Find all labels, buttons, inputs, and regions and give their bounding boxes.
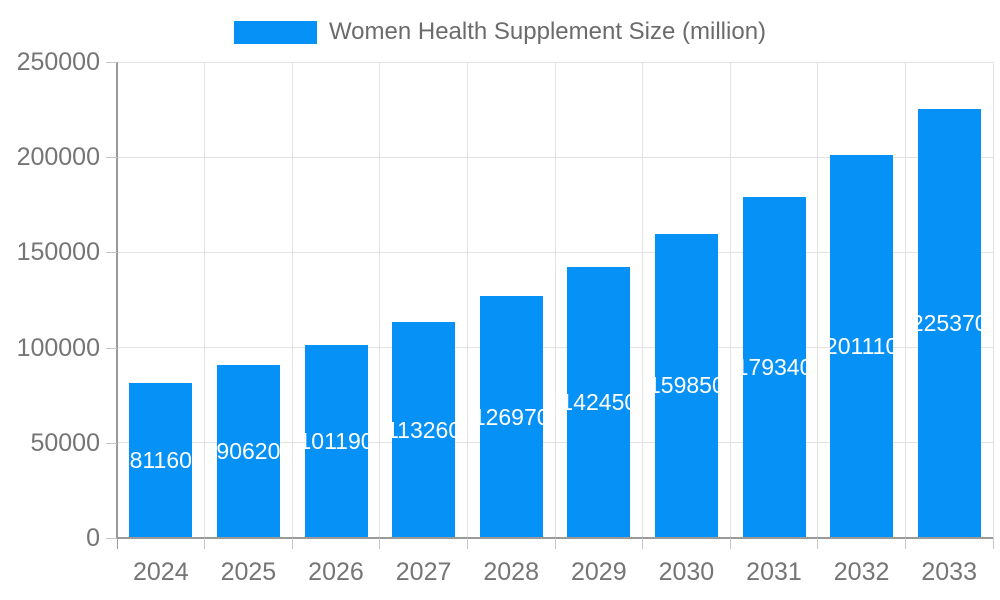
v-gridline	[992, 62, 994, 538]
x-axis-label: 2028	[483, 558, 539, 586]
legend-swatch-icon	[233, 20, 317, 44]
bar-value-label: 159850	[655, 372, 718, 399]
x-axis-label: 2024	[132, 558, 189, 586]
bar-value-label: 201110	[830, 333, 894, 360]
bar-value-label: 81160	[129, 447, 192, 474]
v-gridline	[642, 62, 644, 538]
plot-area: 81160 90620 101190 113260 126970 142450 159850…	[117, 61, 994, 538]
y-tick	[106, 442, 117, 444]
y-tick	[106, 62, 117, 63]
y-axis-label: 50000	[30, 428, 100, 457]
x-axis-label: 2029	[570, 558, 627, 586]
x-axis-label: 2032	[833, 558, 890, 586]
y-axis-label: 100000	[16, 333, 100, 362]
legend: Women Health Supplement Size (million)	[0, 18, 1000, 46]
bar-value-label: 90620	[216, 438, 280, 465]
legend-label: Women Health Supplement Size (million)	[328, 18, 767, 45]
x-tick	[992, 538, 994, 549]
y-tick	[106, 252, 117, 254]
v-gridline	[466, 62, 468, 538]
bar: 179340	[742, 196, 806, 538]
y-axis-label: 200000	[16, 143, 100, 172]
bar: 126970	[479, 296, 543, 538]
bar: 81160	[129, 383, 193, 538]
x-tick	[116, 538, 118, 549]
y-tick	[106, 157, 117, 159]
y-axis-label: 150000	[16, 238, 100, 267]
x-axis-label: 2031	[746, 558, 802, 586]
v-gridline	[204, 62, 206, 538]
x-tick	[204, 538, 206, 549]
x-tick	[466, 538, 468, 549]
x-axis-label: 2026	[308, 558, 364, 586]
legend-item[interactable]: Women Health Supplement Size (million)	[233, 18, 767, 46]
x-tick	[642, 538, 644, 549]
bar: 142450	[567, 266, 631, 538]
y-tick	[106, 347, 117, 349]
x-tick	[554, 538, 556, 549]
bar: 225370	[917, 108, 981, 538]
x-tick	[817, 538, 819, 549]
x-axis-label: 2030	[658, 558, 715, 586]
y-tick	[106, 538, 117, 539]
bar: 201110	[830, 155, 894, 538]
y-axis-label: 0	[86, 524, 100, 552]
bar: 101190	[304, 345, 368, 538]
x-axis-label: 2033	[921, 558, 977, 586]
x-axis-label: 2025	[220, 558, 277, 586]
v-gridline	[379, 62, 381, 538]
bar-value-label: 142450	[567, 388, 630, 415]
bar: 113260	[392, 322, 456, 538]
x-tick	[379, 538, 381, 549]
v-gridline	[729, 62, 731, 538]
y-axis-label: 250000	[16, 48, 100, 76]
bar: 90620	[216, 365, 280, 538]
y-axis-line	[116, 62, 118, 538]
x-tick	[291, 538, 293, 549]
v-gridline	[817, 62, 819, 538]
v-gridline	[554, 62, 556, 538]
bar-value-label: 126970	[480, 403, 543, 430]
x-axis-label: 2027	[395, 558, 452, 586]
x-tick	[729, 538, 731, 549]
v-gridline	[291, 62, 293, 538]
bar-value-label: 113260	[392, 416, 456, 443]
x-tick	[904, 538, 906, 549]
bar-value-label: 225370	[918, 309, 981, 336]
bar-value-label: 179340	[743, 353, 806, 380]
bar: 159850	[654, 233, 718, 538]
v-gridline	[904, 62, 906, 538]
bar-value-label: 101190	[304, 428, 368, 455]
